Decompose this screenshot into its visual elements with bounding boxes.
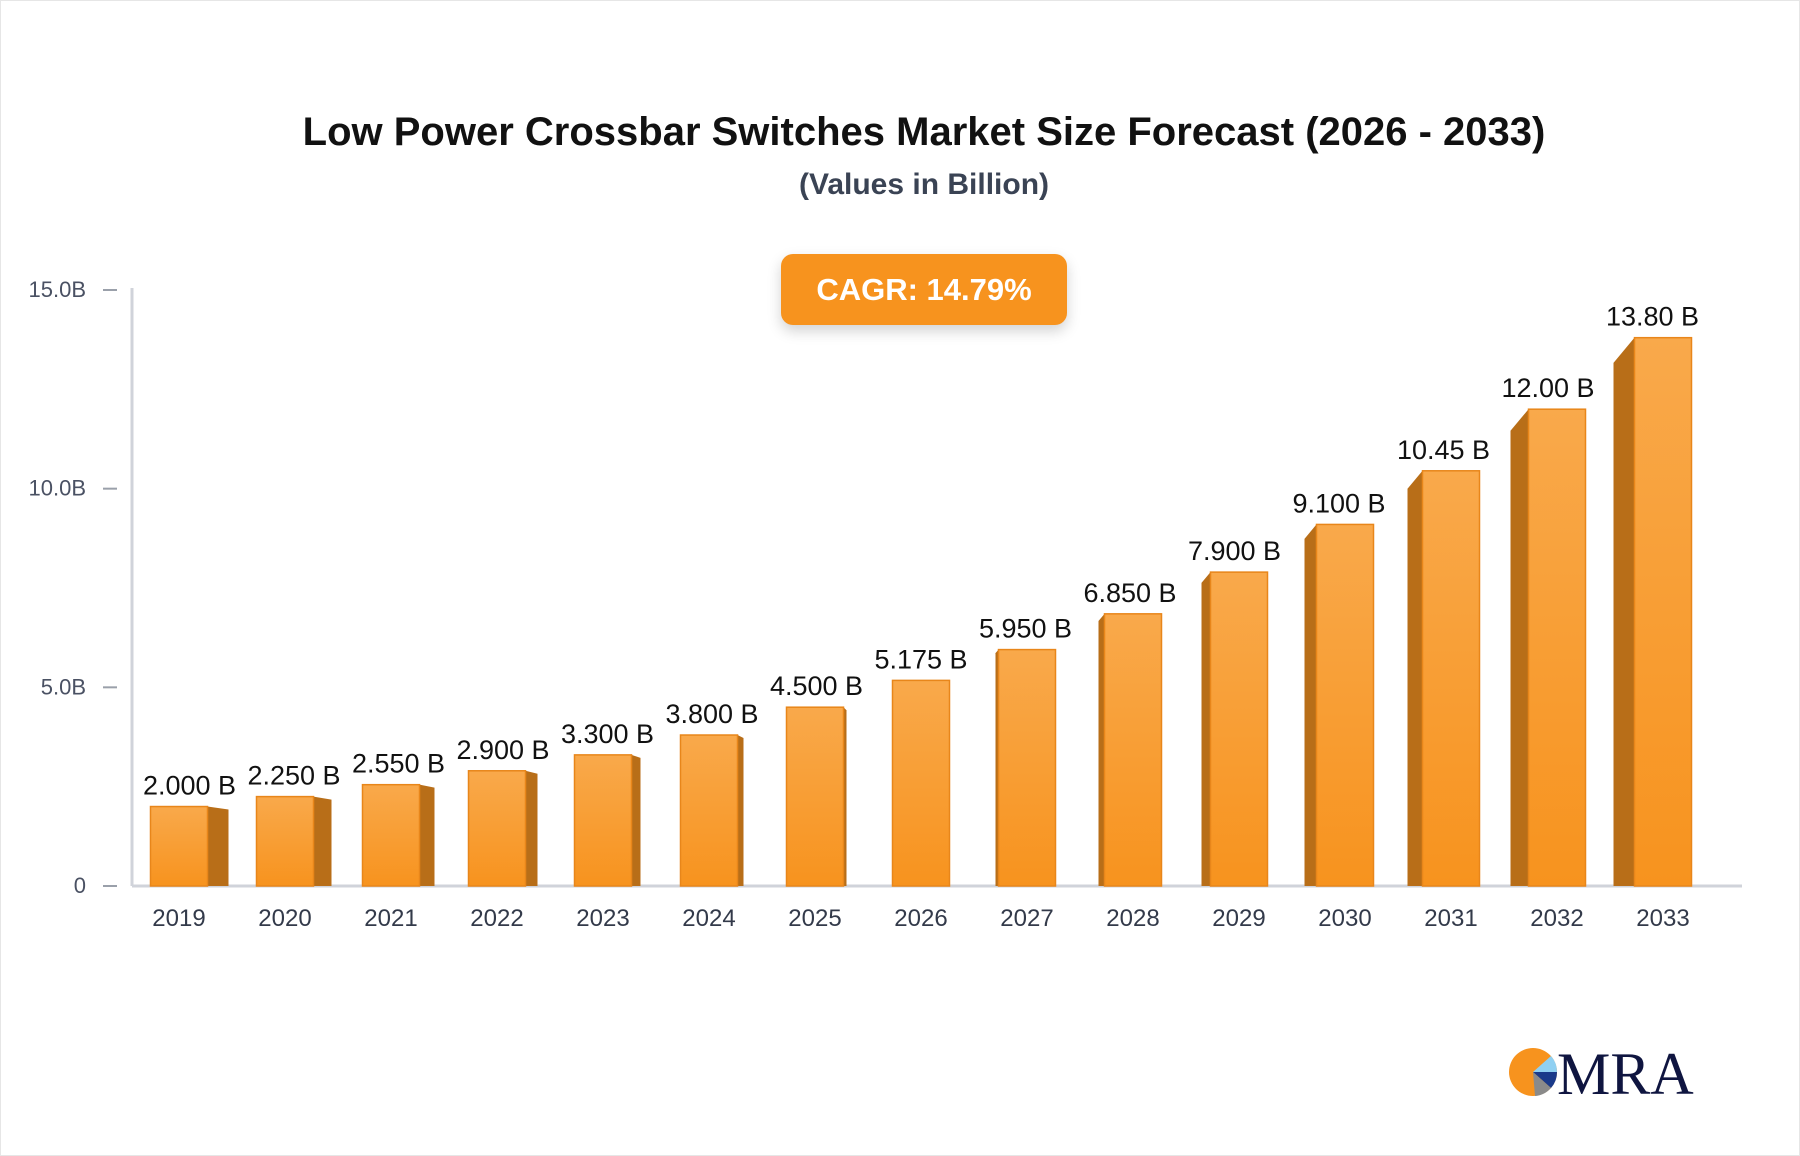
bar: [785, 706, 845, 887]
bar-side: [525, 770, 538, 886]
bar-side: [631, 754, 641, 886]
x-tick-label: 2026: [894, 905, 947, 932]
bar: [361, 783, 421, 887]
data-label: 4.500 B: [770, 671, 863, 701]
data-label: 3.800 B: [665, 699, 758, 729]
bar: [891, 679, 951, 887]
data-label: 5.175 B: [874, 644, 967, 674]
bar: [1633, 336, 1693, 887]
bar-side: [313, 796, 332, 886]
x-tick-label: 2028: [1106, 905, 1159, 932]
bar-side: [1613, 337, 1635, 886]
x-tick-label: 2030: [1318, 905, 1371, 932]
data-label: 7.900 B: [1188, 536, 1281, 566]
bar: [1103, 613, 1163, 887]
x-tick-label: 2024: [682, 905, 735, 932]
svg-text:MRA: MRA: [1557, 1042, 1694, 1102]
x-tick-label: 2021: [364, 905, 417, 932]
data-label: 2.000 B: [143, 771, 236, 801]
bar: [679, 734, 739, 887]
bar: [255, 795, 315, 887]
data-label: 3.300 B: [561, 719, 654, 749]
data-label: 10.45 B: [1397, 435, 1490, 465]
chart-title: Low Power Crossbar Switches Market Size …: [302, 110, 1546, 154]
data-label: 6.850 B: [1083, 578, 1176, 608]
data-label: 2.900 B: [456, 735, 549, 765]
bar: [573, 754, 633, 887]
data-label: 2.250 B: [247, 761, 340, 791]
x-tick-label: 2029: [1212, 905, 1265, 932]
y-tick-label: 5.0B: [41, 674, 86, 699]
x-tick-label: 2020: [258, 905, 311, 932]
bar-side: [419, 784, 435, 886]
y-tick-label: 10.0B: [29, 476, 87, 501]
bar-side: [1407, 470, 1423, 886]
x-tick-label: 2032: [1530, 905, 1583, 932]
x-tick-label: 2027: [1000, 905, 1053, 932]
x-tick-label: 2031: [1424, 905, 1477, 932]
y-tick-label: 15.0B: [29, 277, 87, 302]
bar-side: [737, 735, 744, 886]
bar: [149, 805, 209, 887]
data-label: 2.550 B: [352, 749, 445, 779]
bar: [1315, 523, 1375, 887]
x-tick-label: 2033: [1636, 905, 1689, 932]
x-tick-label: 2025: [788, 905, 841, 932]
x-tick-label: 2022: [470, 905, 523, 932]
bar-side: [1098, 613, 1105, 886]
x-tick-label: 2023: [576, 905, 629, 932]
data-label: 9.100 B: [1292, 488, 1385, 518]
chart-subtitle: (Values in Billion): [798, 168, 1050, 201]
mra-logo: MRA: [1509, 1042, 1694, 1102]
bar-side: [1201, 572, 1211, 886]
bar: [1209, 571, 1269, 887]
data-label: 5.950 B: [979, 614, 1072, 644]
data-label: 12.00 B: [1501, 373, 1594, 403]
bar: [1421, 470, 1481, 887]
bar: [997, 648, 1057, 887]
x-tick-label: 2019: [152, 905, 205, 932]
bar: [467, 770, 527, 887]
bar: [1527, 408, 1587, 887]
data-label: 13.80 B: [1606, 302, 1699, 332]
bar-side: [1304, 524, 1317, 886]
cagr-badge: CAGR: 14.79%: [781, 254, 1067, 325]
bar-side: [1510, 409, 1529, 886]
bar-side: [207, 806, 229, 886]
y-tick-label: 0: [74, 873, 86, 898]
